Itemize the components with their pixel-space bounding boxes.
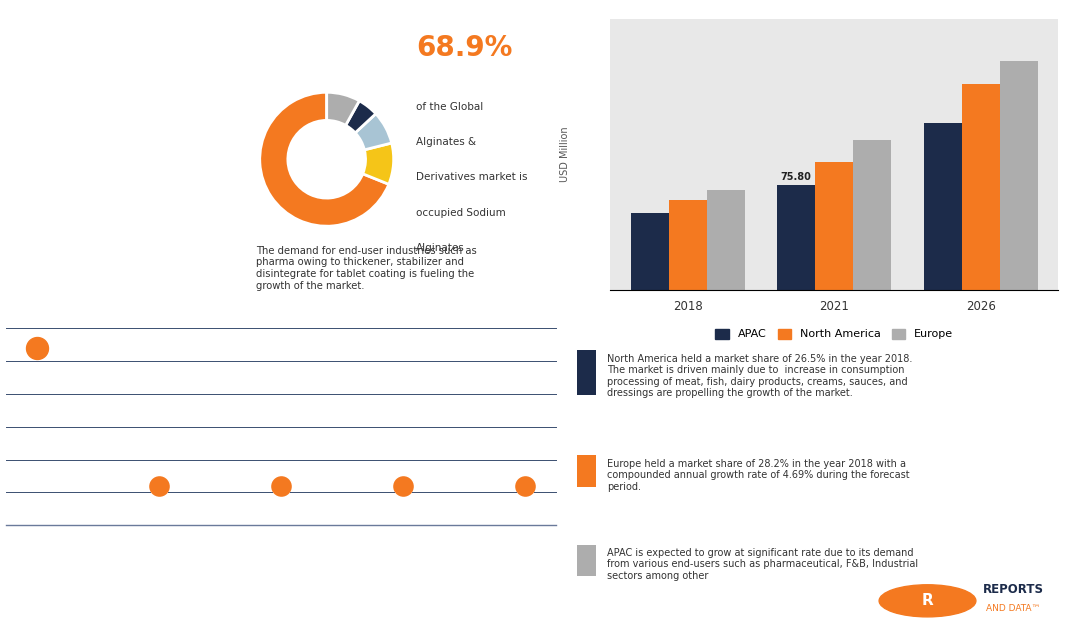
Text: occupied Sodium: occupied Sodium <box>416 208 505 218</box>
Wedge shape <box>260 92 389 226</box>
Text: North America held a market share of 26.5% in the year 2018.
The market is drive: North America held a market share of 26.… <box>607 354 913 398</box>
Text: REPORTS: REPORTS <box>983 583 1043 596</box>
Bar <box>148 143 177 271</box>
Point <box>394 481 411 491</box>
Text: Calcium Alginate: Calcium Alginate <box>119 533 199 542</box>
Bar <box>669 199 706 290</box>
Bar <box>706 190 745 290</box>
Text: 75.80: 75.80 <box>781 172 812 182</box>
Text: •  Sodium Alginate has the highest use and demand as it is soluble in hot and co: • Sodium Alginate has the highest use an… <box>9 545 445 578</box>
Bar <box>55 223 84 271</box>
Text: 2020-2027,: 2020-2027, <box>28 8 80 17</box>
Text: 68.9%: 68.9% <box>416 34 512 62</box>
Circle shape <box>879 585 976 617</box>
Text: the market will: the market will <box>28 20 96 30</box>
Text: USD Million: USD Million <box>561 127 570 182</box>
Text: Other: Other <box>512 533 539 542</box>
Bar <box>1000 61 1038 290</box>
Point <box>175 559 192 569</box>
Text: APAC is expected to grow at significant rate due to its demand
from various end-: APAC is expected to grow at significant … <box>607 548 918 581</box>
Bar <box>815 162 853 290</box>
Text: Derivatives market is: Derivatives market is <box>416 172 527 182</box>
Point <box>394 487 411 497</box>
Point <box>150 487 167 497</box>
Text: Potassium Alginate: Potassium Alginate <box>235 533 326 542</box>
Bar <box>102 185 131 271</box>
Bar <box>631 213 669 290</box>
Text: ACCELERATE: ACCELERATE <box>28 36 156 55</box>
Text: 2027: 2027 <box>302 560 329 569</box>
Point <box>28 373 45 383</box>
Bar <box>778 185 815 290</box>
Wedge shape <box>355 114 392 150</box>
Wedge shape <box>327 92 360 125</box>
Point <box>516 487 534 497</box>
Bar <box>578 455 596 487</box>
Bar <box>962 84 1000 290</box>
Text: Europe held a market share of 28.2% in the year 2018 with a
compounded annual gr: Europe held a market share of 28.2% in t… <box>607 459 909 492</box>
Text: 281.9: 281.9 <box>58 371 92 384</box>
Bar <box>853 140 891 290</box>
Point <box>516 481 534 491</box>
Wedge shape <box>346 101 376 133</box>
Bar <box>578 545 596 576</box>
Text: at a CAGR of: at a CAGR of <box>28 57 85 66</box>
Text: of the Global: of the Global <box>416 102 483 111</box>
Text: The demand for end-user industries such as
pharma owing to thickener, stabilizer: The demand for end-user industries such … <box>256 246 476 290</box>
Bar <box>923 123 962 290</box>
Point <box>150 481 167 491</box>
Text: 3.74%: 3.74% <box>28 71 120 97</box>
Wedge shape <box>363 143 393 184</box>
Point <box>272 487 289 497</box>
Legend: APAC, North America, Europe: APAC, North America, Europe <box>711 324 958 344</box>
Text: PGA: PGA <box>393 533 413 542</box>
Text: AND DATA™: AND DATA™ <box>986 605 1041 613</box>
Point <box>28 343 45 353</box>
Text: Alginates &: Alginates & <box>416 137 476 147</box>
Text: R: R <box>921 593 933 608</box>
Text: Alginates: Alginates <box>416 243 464 253</box>
Text: Sodium Alginate: Sodium Alginate <box>0 533 76 542</box>
Text: 2020: 2020 <box>205 560 231 569</box>
Point <box>272 481 289 491</box>
Bar <box>578 350 596 395</box>
Point <box>272 559 289 569</box>
